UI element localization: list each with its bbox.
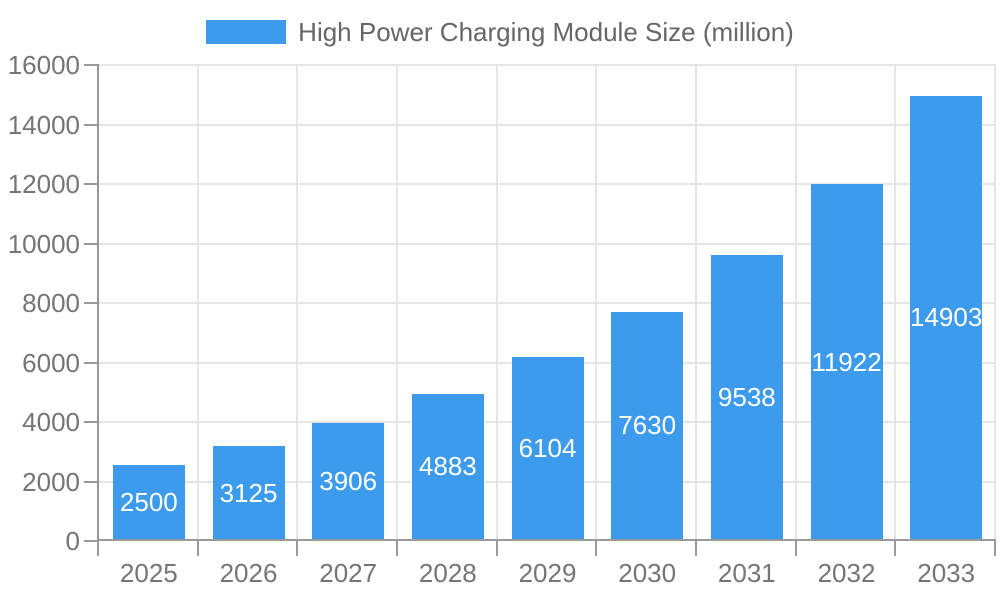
y-tick [84, 123, 99, 126]
x-gridline [396, 65, 398, 541]
y-tick-label: 10000 [7, 228, 80, 259]
y-tick-label: 8000 [22, 288, 80, 318]
bar: 14903 [910, 95, 983, 539]
y-tick-label: 12000 [7, 169, 80, 199]
x-tick [595, 541, 598, 556]
x-tick [495, 541, 498, 556]
x-gridline [296, 65, 299, 541]
bar: 3906 [312, 422, 385, 539]
bar-value-label: 6104 [518, 433, 577, 464]
x-gridline [695, 65, 697, 541]
y-tick [84, 302, 99, 304]
x-gridline [894, 65, 897, 541]
x-axis-line [97, 539, 996, 541]
x-gridline [595, 65, 598, 541]
x-gridline [196, 65, 199, 541]
bar: 11922 [810, 184, 883, 539]
y-tick [84, 183, 99, 185]
x-tick-label: 2025 [119, 558, 178, 588]
bar-value-label: 11922 [811, 346, 882, 377]
y-tick-label: 16000 [7, 50, 80, 80]
y-tick-label: 2000 [22, 466, 80, 497]
bar: 9538 [710, 255, 783, 539]
y-tick [84, 540, 99, 542]
y-tick [84, 421, 99, 423]
x-tick-label: 2026 [219, 558, 278, 588]
x-tick-label: 2032 [817, 558, 876, 588]
bar-value-label: 3125 [219, 477, 278, 508]
x-tick [695, 541, 697, 556]
x-tick-label: 2029 [518, 558, 577, 588]
y-gridline [99, 64, 996, 66]
bar-value-label: 7630 [618, 410, 677, 441]
y-gridline [99, 242, 996, 245]
x-tick [196, 541, 199, 556]
y-axis-line [97, 65, 99, 541]
y-tick-label: 4000 [22, 407, 80, 437]
x-gridline [495, 65, 498, 541]
legend: High Power Charging Module Size (million… [0, 18, 1000, 46]
x-tick [97, 541, 99, 556]
y-gridline [99, 123, 996, 126]
y-tick-label: 14000 [7, 109, 80, 140]
x-tick [296, 541, 299, 556]
x-tick-label: 2027 [319, 558, 378, 588]
x-tick-label: 2033 [917, 558, 976, 588]
bar-value-label: 14903 [910, 302, 983, 333]
bar: 2500 [112, 464, 185, 539]
x-gridline [994, 65, 996, 541]
bar: 6104 [511, 357, 584, 539]
bar-value-label: 9538 [717, 382, 776, 413]
x-tick-label: 2031 [717, 558, 776, 588]
x-gridline [794, 65, 797, 541]
legend-swatch-icon [206, 20, 287, 44]
legend-label: High Power Charging Module Size (million… [298, 17, 794, 47]
bar: 3125 [212, 446, 285, 539]
x-tick [794, 541, 797, 556]
y-tick-label: 6000 [22, 347, 80, 378]
y-tick [84, 64, 99, 66]
x-tick [396, 541, 398, 556]
x-tick [994, 541, 996, 556]
bar-value-label: 3906 [319, 465, 378, 496]
legend-item[interactable]: High Power Charging Module Size (million… [206, 18, 794, 46]
bar: 7630 [611, 312, 684, 539]
y-tick [84, 242, 99, 245]
y-gridline [99, 183, 996, 185]
x-tick-label: 2028 [418, 558, 477, 588]
bar: 4883 [411, 393, 484, 539]
y-gridline [99, 302, 996, 304]
x-tick-label: 2030 [618, 558, 677, 588]
bar-value-label: 2500 [119, 486, 178, 517]
y-tick [84, 480, 99, 483]
bar-value-label: 4883 [418, 451, 477, 482]
y-tick [84, 361, 99, 364]
x-tick [894, 541, 897, 556]
y-tick-label: 0 [65, 526, 80, 556]
